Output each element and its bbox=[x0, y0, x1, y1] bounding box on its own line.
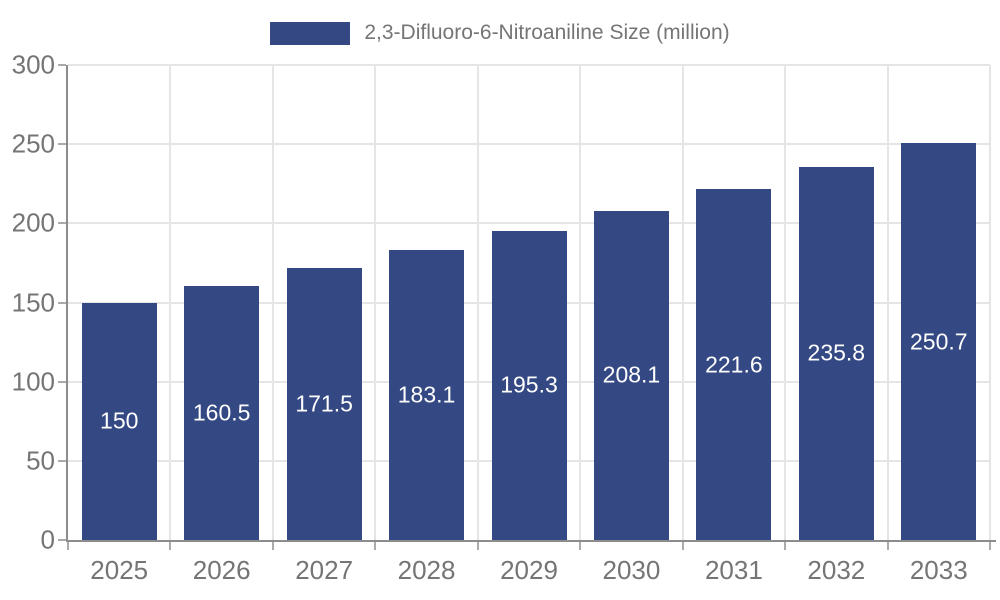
bar[interactable] bbox=[184, 285, 260, 540]
gridline-vertical bbox=[476, 65, 479, 540]
x-axis-tick bbox=[476, 542, 479, 550]
bar-value-label: 221.6 bbox=[705, 351, 763, 378]
y-axis-tick bbox=[58, 380, 66, 383]
gridline-vertical bbox=[374, 65, 377, 540]
bar[interactable] bbox=[491, 230, 567, 540]
bar[interactable] bbox=[901, 143, 977, 540]
legend-label: 2,3-Difluoro-6-Nitroaniline Size (millio… bbox=[364, 21, 730, 44]
y-axis-line bbox=[66, 65, 68, 542]
x-axis-tick bbox=[886, 542, 889, 550]
bar[interactable] bbox=[389, 250, 465, 540]
y-tick-label: 200 bbox=[11, 207, 55, 238]
bar-value-label: 208.1 bbox=[602, 361, 661, 388]
bar-value-label: 171.5 bbox=[295, 390, 353, 417]
legend[interactable]: 2,3-Difluoro-6-Nitroaniline Size (millio… bbox=[0, 21, 1000, 45]
x-axis-tick bbox=[67, 542, 69, 550]
y-tick-label: 300 bbox=[11, 49, 55, 80]
x-tick-label: 2027 bbox=[295, 555, 354, 585]
bar-value-label: 183.1 bbox=[397, 381, 456, 408]
x-axis-tick bbox=[374, 542, 377, 550]
gridline-vertical bbox=[169, 65, 172, 540]
y-tick-label: 50 bbox=[26, 445, 55, 476]
bar[interactable] bbox=[593, 210, 669, 540]
x-axis-tick bbox=[579, 542, 582, 550]
y-axis-tick bbox=[58, 64, 66, 66]
y-axis-tick bbox=[58, 301, 66, 304]
gridline-horizontal bbox=[68, 143, 990, 146]
y-tick-label: 150 bbox=[11, 287, 55, 317]
legend-swatch bbox=[270, 21, 351, 45]
bar-value-label: 235.8 bbox=[807, 339, 866, 366]
gridline-vertical bbox=[271, 65, 274, 540]
y-axis-tick bbox=[58, 539, 66, 541]
bar[interactable] bbox=[798, 166, 874, 540]
gridline-horizontal bbox=[68, 64, 990, 66]
x-axis-tick bbox=[271, 542, 274, 550]
x-tick-label: 2028 bbox=[397, 555, 456, 585]
gridline-horizontal bbox=[68, 222, 990, 225]
gridline-vertical bbox=[681, 65, 684, 540]
x-tick-label: 2029 bbox=[500, 555, 558, 585]
x-axis-line bbox=[66, 540, 996, 542]
x-axis-tick bbox=[989, 542, 991, 550]
y-axis-tick bbox=[58, 222, 66, 225]
bar-value-label: 195.3 bbox=[500, 371, 558, 398]
y-axis-tick bbox=[58, 143, 66, 146]
x-tick-label: 2033 bbox=[909, 555, 968, 585]
gridline-vertical bbox=[886, 65, 889, 540]
y-axis-tick bbox=[58, 459, 66, 462]
x-tick-label: 2032 bbox=[807, 555, 866, 585]
bar-value-label: 150 bbox=[100, 407, 139, 434]
x-tick-label: 2025 bbox=[90, 555, 149, 585]
x-axis-tick bbox=[784, 542, 787, 550]
bar[interactable] bbox=[286, 268, 362, 540]
x-tick-label: 2031 bbox=[704, 555, 763, 585]
x-tick-label: 2030 bbox=[602, 555, 661, 585]
bar-value-label: 160.5 bbox=[192, 399, 251, 426]
x-axis-tick bbox=[169, 542, 172, 550]
x-axis-tick bbox=[681, 542, 684, 550]
gridline-vertical bbox=[784, 65, 787, 540]
gridline-vertical bbox=[989, 65, 991, 540]
bar[interactable] bbox=[696, 189, 772, 540]
bar[interactable] bbox=[81, 302, 157, 540]
gridline-vertical bbox=[579, 65, 582, 540]
y-tick-label: 250 bbox=[11, 128, 55, 159]
x-tick-label: 2026 bbox=[192, 555, 251, 585]
y-tick-label: 0 bbox=[40, 524, 55, 555]
bar-value-label: 250.7 bbox=[909, 328, 968, 355]
y-tick-label: 100 bbox=[11, 366, 55, 397]
plot-area: 0 50 100 150 200 250 300 150 2025 160.5 2026 171.5 2… bbox=[12, 50, 996, 585]
